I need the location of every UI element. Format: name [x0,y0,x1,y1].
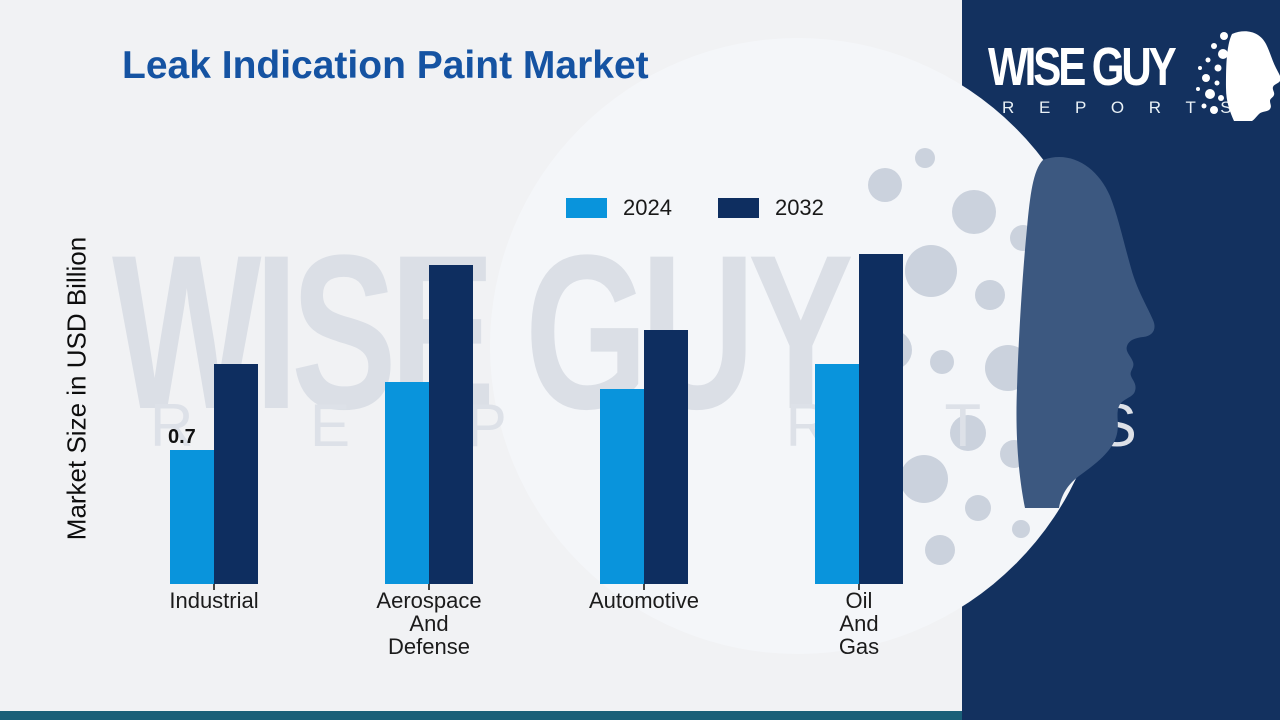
logo-wordmark: WISE GUY [988,37,1177,97]
logo-head-icon [1196,31,1280,121]
x-axis-tick [213,584,215,590]
bar-2024 [815,364,859,584]
legend-label-2024: 2024 [623,195,672,220]
x-axis-tick [643,584,645,590]
bar-2024 [600,389,644,584]
legend-item-2032: 2032 [717,195,824,221]
x-axis-tick [858,584,860,590]
bar-2024 [170,450,214,584]
bar-2024 [385,382,429,584]
chart-legend: 2024 2032 [566,195,824,221]
face-silhouette-icon [1016,157,1155,508]
brand-logo: WISE GUY R E P O R T S [988,40,1242,118]
legend-swatch-2032 [717,198,759,218]
logo-reports-text: R E P O R T S [1002,98,1242,117]
bar-2032 [644,330,688,584]
bottom-accent-strip [0,711,962,720]
x-category-label: Industrial [169,588,259,613]
y-axis-label: Market Size in USD Billion [61,236,92,541]
legend-swatch-2024 [566,198,607,218]
x-category-label: Automotive [588,588,700,613]
x-category-label: Aerospace And Defense [376,588,482,659]
bar-2032 [859,254,903,584]
x-axis-tick [428,584,430,590]
legend-label-2032: 2032 [774,195,824,220]
bar-2032 [429,265,473,584]
legend-item-2024: 2024 [566,195,672,221]
page-title: Leak Indication Paint Market [122,44,649,87]
x-category-label: Oil And Gas [838,588,880,659]
bar-2032 [214,364,258,584]
bar-data-label: 0.7 [168,426,196,448]
